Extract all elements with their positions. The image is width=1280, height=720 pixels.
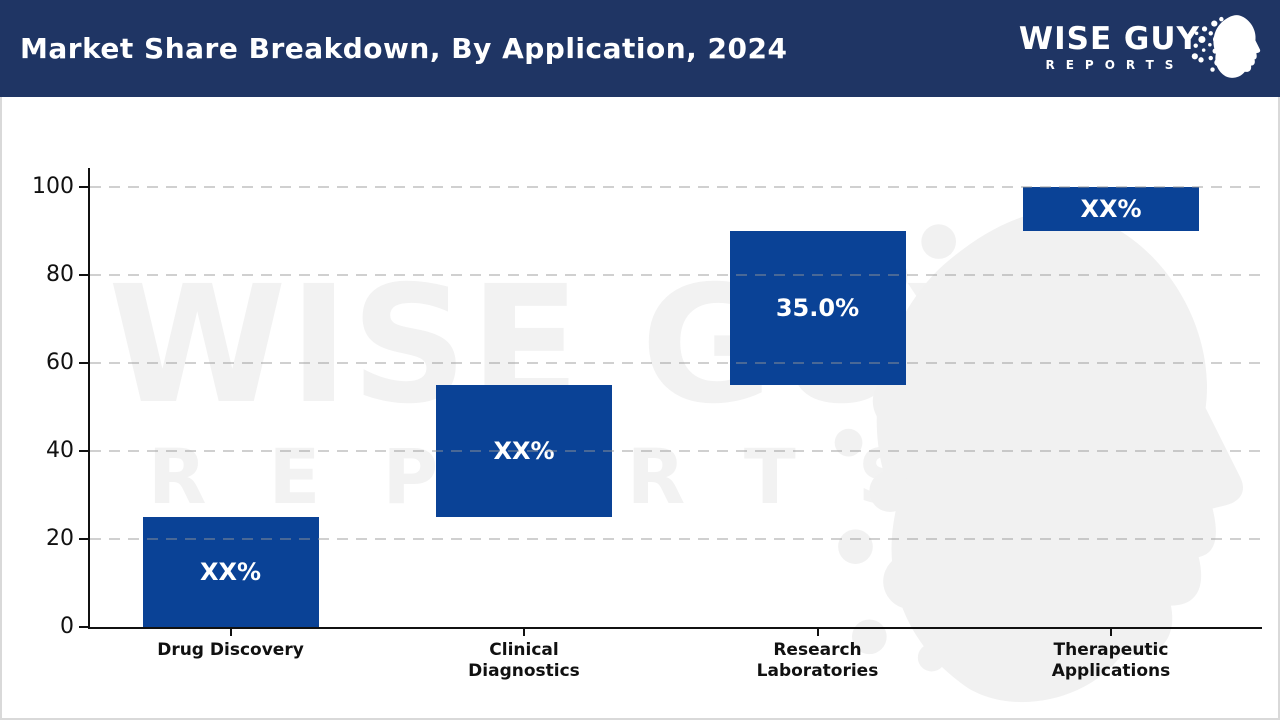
x-category-label-research-laboratories: Research Laboratories — [756, 640, 879, 682]
wiseguy-face-icon — [1191, 15, 1261, 78]
x-tick-mark-2 — [816, 628, 819, 636]
y-tick-mark-20 — [79, 538, 88, 540]
x-category-label-drug-discovery: Drug Discovery — [157, 640, 304, 660]
bar-value-label: 35.0% — [775, 294, 860, 322]
bar-clinical-diagnostics: XX% — [436, 385, 612, 517]
bar-value-label: XX% — [199, 558, 262, 586]
y-tick-mark-0 — [79, 626, 88, 628]
y-tick-mark-80 — [79, 274, 88, 276]
gridline-20 — [90, 538, 1262, 540]
x-tick-mark-3 — [1110, 628, 1112, 636]
gridline-60 — [90, 362, 1262, 364]
bar-value-label: XX% — [1080, 195, 1142, 223]
x-tick-mark-0 — [229, 628, 232, 636]
x-tick-mark-1 — [523, 628, 525, 636]
bar-therapeutic-applications: XX% — [1023, 187, 1199, 231]
y-tick-label-60: 60 — [46, 350, 74, 375]
y-axis-line — [88, 168, 90, 627]
wiseguy-logo-text: WISE GUY REPORTS — [1019, 22, 1200, 72]
bar-drug-discovery: XX% — [142, 517, 319, 627]
y-tick-mark-60 — [79, 362, 88, 364]
gridline-80 — [90, 274, 1262, 276]
x-category-label-clinical-diagnostics: Clinical Diagnostics — [468, 640, 580, 682]
y-tick-mark-40 — [79, 450, 88, 452]
gridline-100 — [90, 186, 1262, 188]
logo-reports-label: REPORTS — [1045, 58, 1185, 73]
bar-value-label: XX% — [493, 437, 555, 465]
gridline-40 — [90, 450, 1262, 452]
wiseguy-logo: WISE GUY REPORTS — [1019, 8, 1270, 86]
chart-title: Market Share Breakdown, By Application, … — [20, 32, 788, 65]
x-category-label-therapeutic-applications: Therapeutic Applications — [1051, 640, 1171, 682]
y-tick-label-40: 40 — [46, 438, 74, 463]
y-tick-label-80: 80 — [46, 262, 74, 287]
y-tick-mark-100 — [79, 186, 88, 188]
x-axis-line — [88, 627, 1262, 629]
header-bar: Market Share Breakdown, By Application, … — [0, 0, 1280, 97]
y-tick-label-100: 100 — [32, 174, 74, 199]
y-tick-label-20: 20 — [46, 526, 74, 551]
logo-wiseguy-label: WISE GUY — [1018, 20, 1200, 57]
y-tick-label-0: 0 — [60, 614, 74, 639]
bar-research-laboratories: 35.0% — [729, 231, 906, 385]
